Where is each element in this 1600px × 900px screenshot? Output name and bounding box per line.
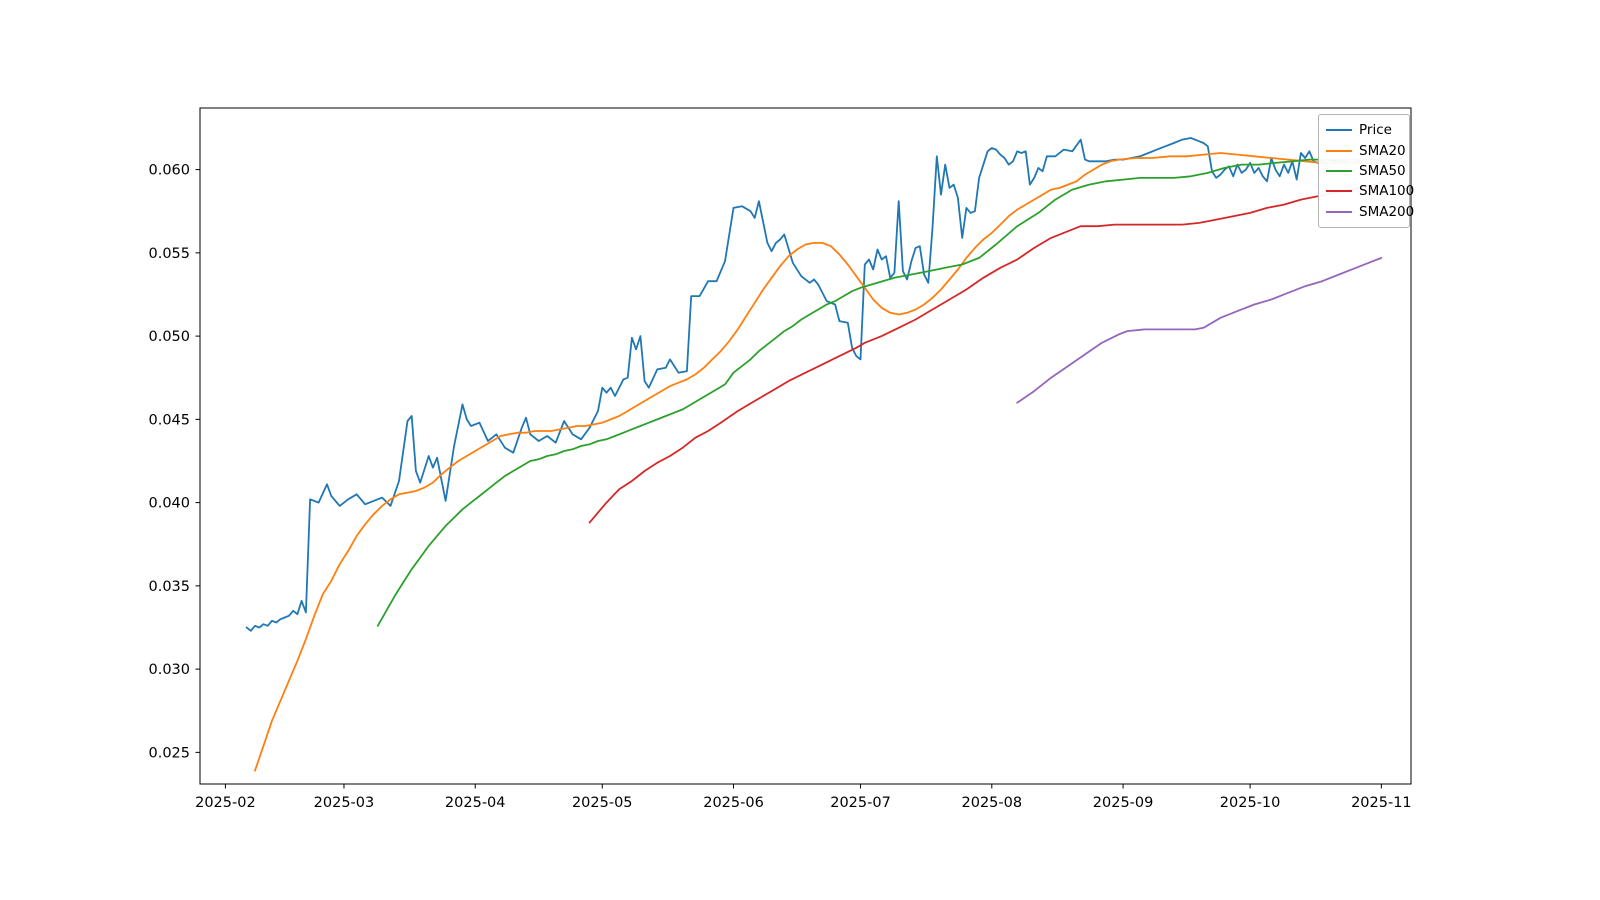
- series-line-sma20: [254, 152, 1383, 772]
- legend-label: SMA50: [1359, 162, 1406, 179]
- legend-item-sma20: SMA20: [1326, 140, 1406, 160]
- sma100-line-swatch: [1326, 190, 1352, 193]
- legend: Price SMA20 SMA50 SMA100 SMA200: [1318, 114, 1414, 228]
- legend-item-price: Price: [1326, 120, 1402, 140]
- x-axis-tick-label: 2025-07: [830, 795, 891, 811]
- y-axis-tick-label: 0.050: [148, 329, 190, 345]
- sma20-line-swatch: [1326, 149, 1352, 152]
- x-axis-tick-label: 2025-10: [1220, 795, 1281, 811]
- series-line-price: [245, 137, 1383, 632]
- sma200-line-swatch: [1326, 210, 1352, 213]
- x-axis-tick-label: 2025-02: [195, 795, 256, 811]
- x-axis-tick-label: 2025-03: [314, 795, 375, 811]
- series-line-sma50: [376, 158, 1383, 627]
- legend-label: SMA200: [1359, 203, 1415, 220]
- sma50-line-swatch: [1326, 169, 1352, 172]
- y-axis-tick-label: 0.055: [148, 246, 190, 262]
- price-line-swatch: [1326, 129, 1352, 132]
- series-line-sma200: [1016, 256, 1383, 404]
- y-axis-tick-label: 0.030: [148, 662, 190, 678]
- y-axis-tick-label: 0.040: [148, 496, 190, 512]
- y-axis-tick-label: 0.035: [148, 579, 190, 595]
- x-axis-tick-label: 2025-09: [1093, 795, 1154, 811]
- y-axis-tick-label: 0.060: [148, 163, 190, 179]
- legend-label: SMA20: [1359, 142, 1406, 159]
- x-axis-tick-label: 2025-11: [1351, 795, 1412, 811]
- series-line-sma100: [588, 181, 1383, 524]
- legend-item-sma100: SMA100: [1326, 181, 1414, 201]
- legend-label: Price: [1359, 122, 1392, 139]
- x-axis-tick-label: 2025-06: [703, 795, 764, 811]
- x-axis-tick-label: 2025-04: [445, 795, 506, 811]
- legend-label: SMA100: [1359, 183, 1415, 200]
- legend-item-sma50: SMA50: [1326, 161, 1406, 181]
- legend-item-sma200: SMA200: [1326, 202, 1414, 222]
- y-axis-tick-label: 0.025: [148, 745, 190, 761]
- x-axis-tick-label: 2025-08: [962, 795, 1023, 811]
- y-axis-tick-label: 0.045: [148, 412, 190, 428]
- x-axis-tick-label: 2025-05: [572, 795, 633, 811]
- plot-border: [199, 107, 1412, 785]
